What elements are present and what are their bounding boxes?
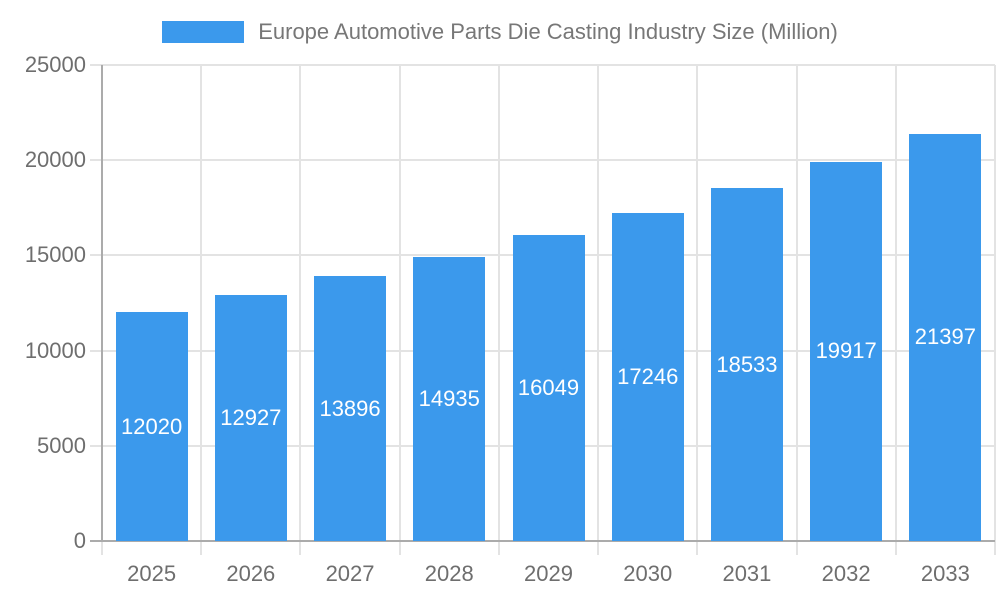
x-tick-label: 2029	[524, 561, 573, 586]
bar	[512, 235, 585, 541]
bar	[810, 161, 883, 541]
bar	[710, 188, 783, 541]
legend-label: Europe Automotive Parts Die Casting Indu…	[258, 19, 838, 44]
bar-value-label: 18533	[716, 351, 778, 377]
x-tick-label: 2027	[325, 561, 375, 586]
y-tick-label: 20000	[24, 147, 86, 173]
y-tick-label: 10000	[24, 337, 86, 363]
bar-value-label: 17246	[617, 363, 679, 389]
y-tick-label: 0	[73, 528, 86, 553]
x-tick-label: 2030	[623, 561, 673, 586]
x-tick-label: 2033	[920, 561, 970, 586]
x-tick	[696, 541, 699, 555]
x-tick	[101, 541, 103, 555]
x-gridline	[497, 65, 500, 541]
x-axis-line	[90, 540, 995, 542]
y-tick-label: 25000	[24, 52, 86, 77]
bar	[611, 212, 684, 541]
bar	[214, 294, 287, 541]
x-tick-label: 2025	[127, 561, 177, 586]
bar	[314, 276, 387, 541]
x-tick	[398, 541, 401, 555]
y-tick-label: 5000	[37, 432, 86, 458]
x-gridline	[696, 65, 699, 541]
x-gridline	[597, 65, 600, 541]
x-tick	[200, 541, 203, 555]
x-tick-label: 2028	[424, 561, 474, 586]
y-gridline	[90, 64, 995, 66]
x-tick-label: 2031	[722, 561, 772, 586]
y-gridline	[90, 159, 995, 162]
bar-value-label: 12927	[220, 404, 282, 430]
legend: Europe Automotive Parts Die Casting Indu…	[0, 14, 1000, 50]
bar	[115, 312, 188, 541]
bar-value-label: 21397	[914, 324, 976, 350]
y-axis-line	[101, 65, 103, 541]
bar-value-label: 16049	[517, 375, 580, 401]
bar-value-label: 12020	[121, 413, 183, 439]
x-gridline	[299, 65, 302, 541]
x-tick	[994, 541, 996, 555]
legend-swatch	[162, 21, 245, 43]
x-gridline	[200, 65, 203, 541]
bar-value-label: 13896	[319, 395, 381, 421]
y-tick-label: 15000	[24, 242, 86, 268]
bar-value-label: 19917	[815, 338, 877, 364]
x-tick	[597, 541, 600, 555]
bar	[413, 256, 486, 541]
x-tick-label: 2032	[821, 561, 871, 586]
x-tick	[497, 541, 500, 555]
x-tick	[894, 541, 897, 555]
x-gridline	[894, 65, 897, 541]
x-tick	[795, 541, 798, 555]
x-tick-label: 2026	[226, 561, 276, 586]
x-tick	[299, 541, 302, 555]
x-gridline	[398, 65, 401, 541]
bar	[909, 133, 982, 541]
bar-value-label: 14935	[418, 385, 480, 411]
x-gridline	[795, 65, 798, 541]
x-gridline	[994, 65, 996, 541]
